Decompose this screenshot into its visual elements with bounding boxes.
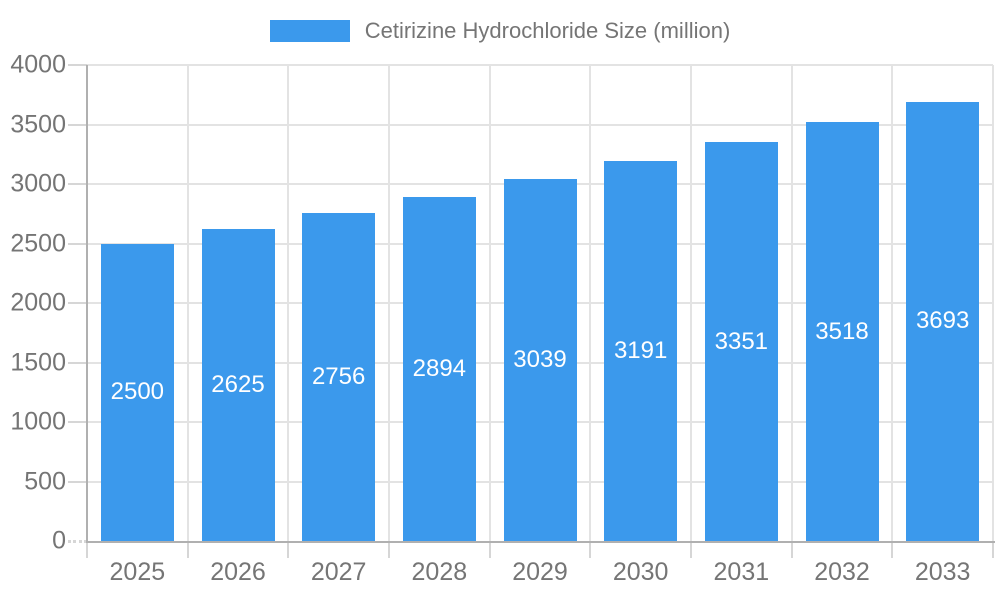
bar[interactable]: 2756 [302,213,376,541]
bar[interactable]: 3518 [805,122,879,541]
y-tick-label: 0 [52,526,66,555]
plot-area: 2500 2625 2756 2894 3039 3191 3351 3518 3693 [68,64,995,558]
y-axis-tick [68,540,87,543]
bar-value-label: 3518 [815,317,869,345]
x-axis-tick [86,543,88,558]
bar[interactable]: 2625 [201,228,275,541]
x-axis-tick [992,543,994,558]
gridline-vertical [891,65,894,541]
bar-value-label: 3039 [513,346,567,374]
x-tick-label: 2033 [914,558,971,586]
y-axis-labels: 0 500 1000 1500 2000 2500 3000 3500 4000 [0,51,66,555]
y-tick-label: 1000 [10,407,66,436]
y-tick-label: 4000 [10,50,66,79]
y-tick-label: 3000 [10,169,66,198]
y-tick-label: 500 [24,467,66,495]
bar[interactable]: 3351 [704,142,778,541]
gridline-horizontal [87,123,993,126]
y-axis-tick [68,480,87,483]
gridline-vertical [388,65,390,541]
y-axis-tick [68,242,87,245]
bar[interactable]: 3039 [503,179,577,541]
bar[interactable]: 3191 [604,161,678,541]
x-tick-label: 2028 [411,558,468,586]
legend[interactable]: Cetirizine Hydrochloride Size (million) [0,18,1000,44]
bar-value-label: 3693 [915,307,970,335]
y-axis-tick [68,123,87,126]
gridline-vertical [690,65,692,541]
gridline-vertical [287,65,290,541]
y-tick-label: 2500 [10,229,66,257]
bar-value-label: 2500 [110,378,165,406]
y-axis-tick [68,361,87,364]
x-tick-label: 2029 [512,558,568,586]
x-axis-tick [589,543,592,558]
x-tick-label: 2031 [713,558,770,586]
y-axis-tick [68,421,87,423]
gridline-horizontal [87,64,993,66]
x-axis-tick [186,543,189,558]
x-axis-tick [690,543,692,558]
x-tick-label: 2026 [210,558,266,586]
x-tick-label: 2025 [109,558,166,586]
x-axis-labels: 2025 2026 2027 2028 2029 2030 2031 2032 2033 [87,558,993,590]
legend-label: Cetirizine Hydrochloride Size (million) [364,18,731,43]
y-tick-label: 2000 [10,288,66,317]
bar-value-label: 2756 [311,363,366,391]
x-tick-label: 2027 [310,558,367,586]
gridline-vertical [589,65,592,541]
x-tick-label: 2030 [612,558,669,586]
y-axis-tick [68,302,87,304]
x-axis-tick [891,543,894,558]
x-axis-tick [488,543,491,558]
bar-value-label: 3351 [714,327,769,355]
bar[interactable]: 2894 [402,196,476,541]
y-tick-label: 1500 [10,348,66,376]
bar[interactable]: 2500 [100,243,174,541]
x-axis-tick [790,543,793,558]
bar[interactable]: 3693 [906,101,980,541]
bar-value-label: 2894 [412,354,467,382]
x-axis-tick [388,543,390,558]
bar-value-label: 3191 [613,337,668,365]
y-axis-tick [68,183,87,185]
x-axis-tick [287,543,290,558]
y-axis-tick [68,64,87,66]
gridline-vertical [790,65,793,541]
x-tick-label: 2032 [814,558,870,586]
bar-value-label: 2625 [211,370,265,398]
legend-swatch [269,20,350,42]
y-axis-line [86,65,88,541]
y-tick-label: 3500 [10,110,66,138]
x-axis-line [86,541,995,543]
gridline-vertical [186,65,189,541]
gridline-vertical [992,65,994,541]
gridline-vertical [488,65,491,541]
